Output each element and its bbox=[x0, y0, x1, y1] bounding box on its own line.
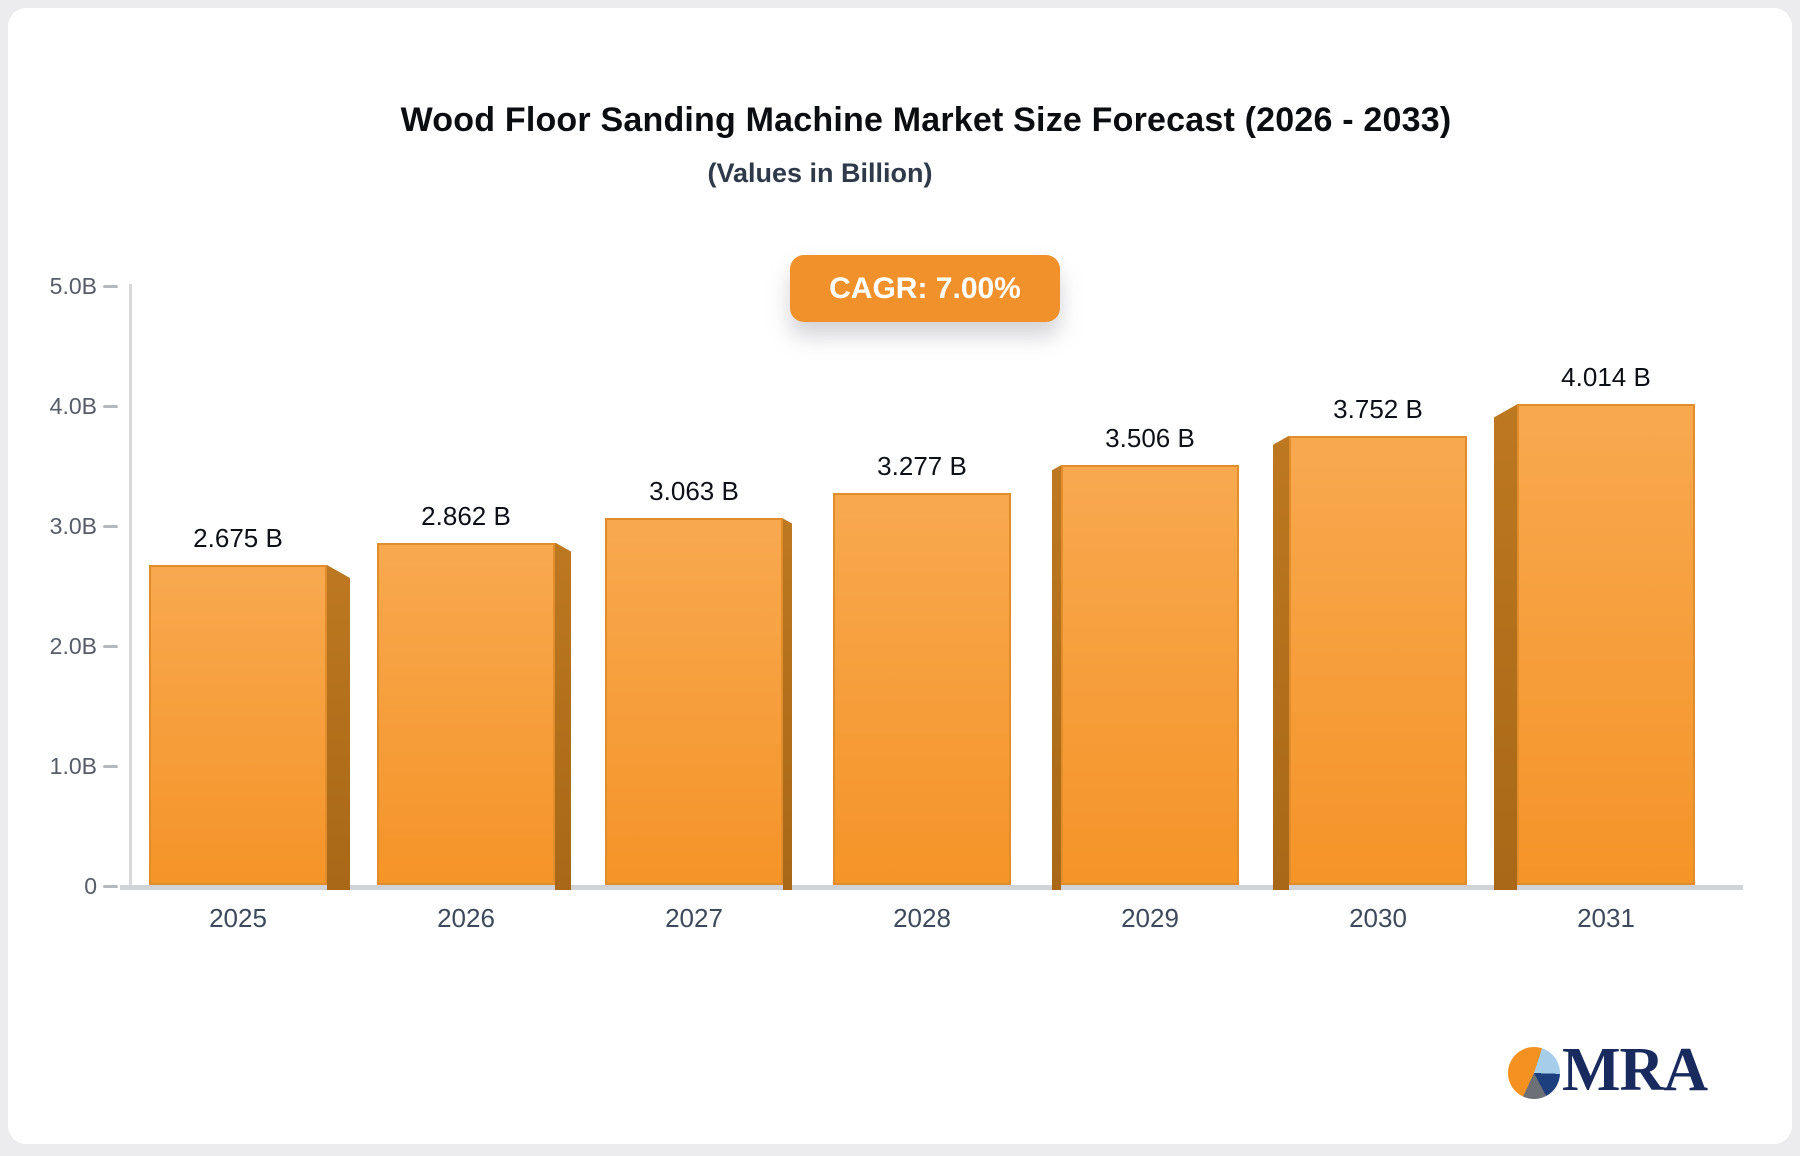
bar-3d-side bbox=[327, 565, 350, 890]
y-axis-tick-label: 4.0B bbox=[49, 393, 97, 419]
bar bbox=[605, 518, 783, 885]
x-axis-label: 2028 bbox=[893, 903, 951, 933]
chart-title: Wood Floor Sanding Machine Market Size F… bbox=[400, 101, 1452, 139]
bar-3d-side bbox=[783, 518, 792, 890]
cagr-badge: CAGR: 7.00% bbox=[790, 255, 1060, 322]
bar bbox=[149, 565, 327, 885]
bar-value-label: 2.675 B bbox=[193, 523, 283, 553]
x-axis-baseline bbox=[120, 885, 1743, 890]
y-axis-tick-mark bbox=[103, 285, 118, 288]
bar-3d-side bbox=[1273, 435, 1289, 890]
bar-value-label: 3.063 B bbox=[649, 476, 739, 507]
chart-subtitle: (Values in Billion) bbox=[707, 158, 933, 188]
logo-text: MRA bbox=[1562, 1036, 1708, 1104]
bar bbox=[1289, 435, 1467, 885]
y-axis-tick-mark bbox=[103, 885, 118, 888]
y-axis-tick-mark bbox=[103, 525, 118, 528]
y-axis-tick-mark bbox=[103, 405, 118, 408]
bar bbox=[1061, 465, 1239, 885]
bar bbox=[1517, 404, 1695, 885]
y-axis-tick-mark bbox=[103, 765, 118, 768]
x-axis-label: 2025 bbox=[209, 903, 267, 933]
bar-value-label: 3.506 B bbox=[1105, 423, 1195, 454]
x-axis-label: 2031 bbox=[1577, 903, 1635, 933]
bar-value-label: 3.752 B bbox=[1333, 393, 1423, 424]
y-axis-line bbox=[129, 284, 132, 890]
y-axis-tick-label: 5.0B bbox=[49, 273, 97, 299]
bar-3d-side bbox=[555, 542, 571, 890]
bar-3d-side bbox=[1494, 404, 1517, 890]
y-axis-tick-mark bbox=[103, 645, 118, 648]
x-axis-label: 2027 bbox=[665, 903, 723, 933]
bar-value-label: 2.862 B bbox=[421, 500, 511, 531]
y-axis-tick-label: 0 bbox=[84, 873, 97, 899]
bar-value-label: 3.277 B bbox=[877, 450, 967, 481]
x-axis-label: 2029 bbox=[1121, 903, 1179, 933]
x-axis-label: 2026 bbox=[437, 903, 495, 933]
y-axis-tick-label: 3.0B bbox=[49, 513, 97, 539]
pie-chart-logo-icon bbox=[1508, 1047, 1560, 1099]
bar bbox=[377, 542, 555, 885]
x-axis-label: 2030 bbox=[1349, 903, 1407, 933]
y-axis-tick-label: 1.0B bbox=[49, 753, 97, 779]
bar-value-label: 4.014 B bbox=[1561, 362, 1651, 393]
bar-3d-side bbox=[1052, 465, 1061, 890]
mra-logo: MRA bbox=[1508, 1036, 1708, 1104]
bar bbox=[833, 492, 1011, 885]
y-axis-tick-label: 2.0B bbox=[49, 633, 97, 659]
